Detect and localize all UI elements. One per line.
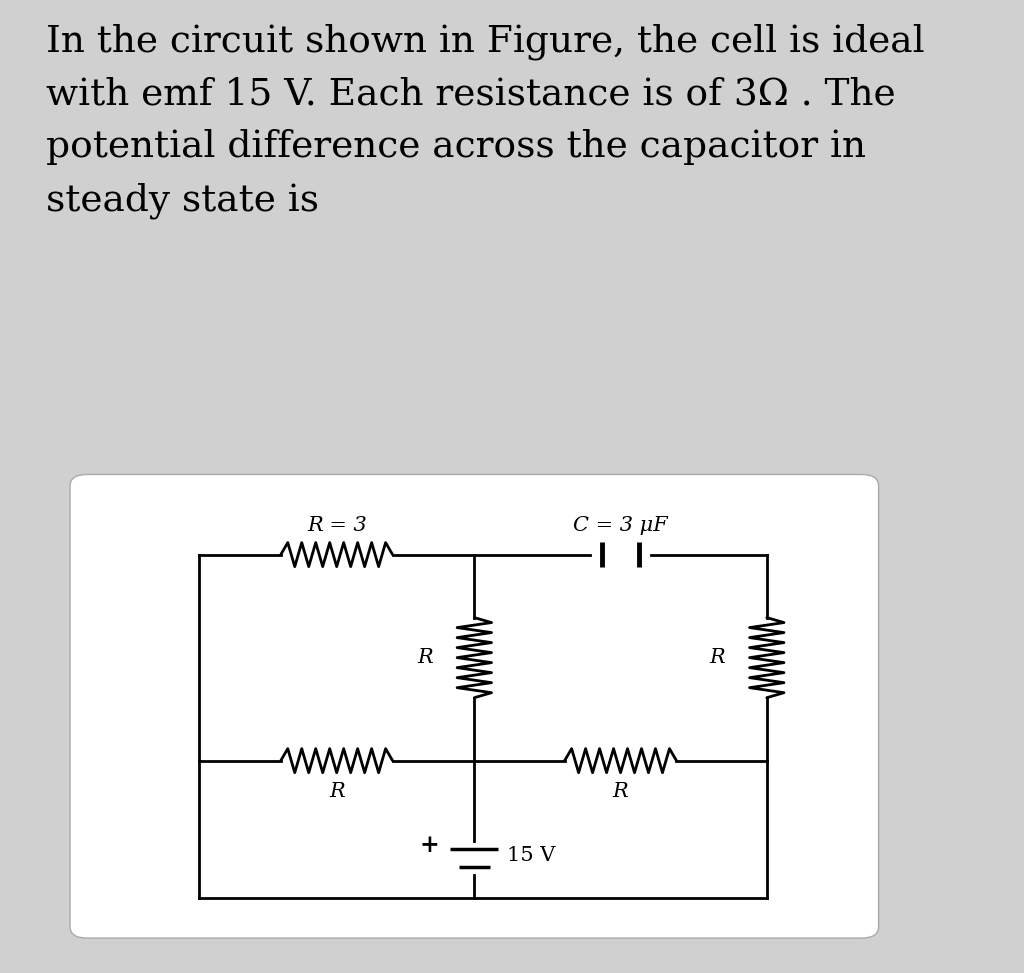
Text: C = 3 μF: C = 3 μF (573, 516, 668, 534)
Text: +: + (420, 833, 439, 857)
Text: In the circuit shown in Figure, the cell is ideal
with emf 15 V. Each resistance: In the circuit shown in Figure, the cell… (46, 23, 925, 219)
Text: R: R (710, 648, 725, 667)
Text: R: R (612, 782, 629, 802)
Text: R = 3: R = 3 (307, 516, 367, 534)
FancyBboxPatch shape (70, 475, 879, 938)
Text: 15 V: 15 V (507, 846, 555, 865)
Text: R: R (329, 782, 344, 802)
Text: R: R (417, 648, 433, 667)
